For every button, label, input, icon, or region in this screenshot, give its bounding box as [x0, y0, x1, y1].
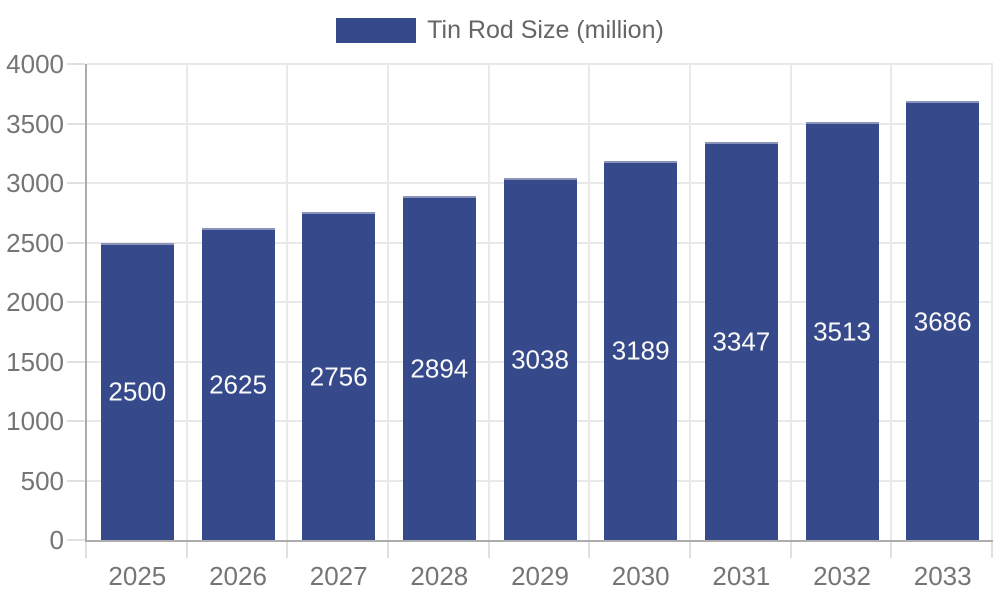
bar: 3189: [604, 160, 678, 540]
x-axis-tick: [286, 542, 288, 558]
x-axis-tick-label: 2027: [309, 561, 368, 591]
chart-legend: Tin Rod Size (million): [0, 17, 1000, 44]
x-axis-tick: [991, 542, 993, 558]
bar: 2625: [201, 227, 275, 540]
legend-series-label: Tin Rod Size (million): [427, 16, 664, 44]
legend-item[interactable]: Tin Rod Size (million): [336, 17, 664, 44]
y-axis-tick: [67, 479, 85, 482]
y-axis-tick: [67, 182, 85, 184]
y-axis-tick-label: 500: [20, 465, 64, 496]
y-axis-tick-label: 1500: [6, 346, 64, 377]
gridline-vertical: [689, 64, 691, 540]
gridline-vertical: [186, 64, 188, 540]
plot-area: 2500 2625 2756 2894 3038 3189 3347 3513 3686: [87, 63, 993, 540]
x-axis-line: [85, 540, 993, 542]
legend-color-swatch: [336, 18, 417, 43]
x-axis-tick: [890, 542, 892, 558]
bar-value-label: 3347: [712, 326, 771, 357]
x-axis-tick-label: 2029: [511, 561, 569, 591]
bar-value-label: 2756: [309, 361, 368, 392]
x-axis-tick: [186, 542, 188, 558]
bar-value-label: 2625: [209, 369, 267, 400]
y-axis-tick: [67, 122, 85, 125]
x-axis-tick-label: 2032: [813, 561, 871, 591]
x-axis-tick: [689, 542, 691, 558]
bar-value-label: 3513: [813, 316, 871, 347]
x-axis-tick-label: 2025: [108, 561, 167, 591]
gridline-horizontal: [87, 122, 993, 125]
bar: 3686: [906, 101, 980, 540]
gridline-vertical: [387, 64, 389, 540]
x-axis-tick-label: 2030: [611, 561, 670, 591]
bar: 2894: [402, 195, 476, 540]
y-axis-tick: [67, 539, 85, 541]
x-axis-tick: [588, 542, 590, 558]
y-axis-tick-label: 3500: [6, 108, 64, 139]
bar-value-label: 3189: [611, 335, 670, 366]
x-axis-tick: [790, 542, 792, 558]
y-axis-tick-label: 2500: [6, 227, 64, 258]
bar: 2756: [302, 212, 376, 540]
y-axis-line: [85, 64, 87, 542]
bar-value-label: 3686: [913, 306, 972, 337]
bar-value-label: 2500: [108, 376, 167, 407]
x-axis-tick: [488, 542, 490, 558]
y-axis-tick-label: 0: [49, 525, 64, 555]
x-axis-tick-label: 2026: [209, 561, 267, 591]
x-axis-tick: [387, 542, 389, 558]
bar-value-label: 2894: [410, 353, 469, 384]
bar: 3513: [805, 121, 879, 540]
x-axis-tick-label: 2033: [913, 561, 972, 591]
y-axis-tick: [67, 63, 85, 65]
x-axis-tick-label: 2031: [712, 561, 771, 591]
bar: 3347: [704, 141, 778, 540]
y-axis-tick: [67, 360, 85, 363]
y-axis-tick: [67, 420, 85, 422]
y-axis-tick: [67, 241, 85, 244]
y-axis-tick-label: 2000: [6, 287, 64, 317]
y-axis-tick-label: 3000: [6, 168, 64, 198]
gridline-vertical: [588, 64, 590, 540]
y-axis-tick-label: 4000: [6, 49, 64, 79]
bar: 2500: [100, 242, 174, 540]
y-axis-tick: [67, 301, 85, 303]
gridline-vertical: [890, 64, 892, 540]
gridline-vertical: [790, 64, 792, 540]
gridline-vertical: [991, 64, 993, 540]
y-axis-tick-label: 1000: [6, 406, 64, 436]
x-axis-tick: [85, 542, 87, 558]
gridline-vertical: [488, 64, 490, 540]
bar-value-label: 3038: [511, 344, 569, 375]
gridline-vertical: [286, 64, 288, 540]
bar: 3038: [503, 178, 577, 540]
gridline-horizontal: [87, 63, 993, 65]
x-axis-tick-label: 2028: [410, 561, 469, 591]
